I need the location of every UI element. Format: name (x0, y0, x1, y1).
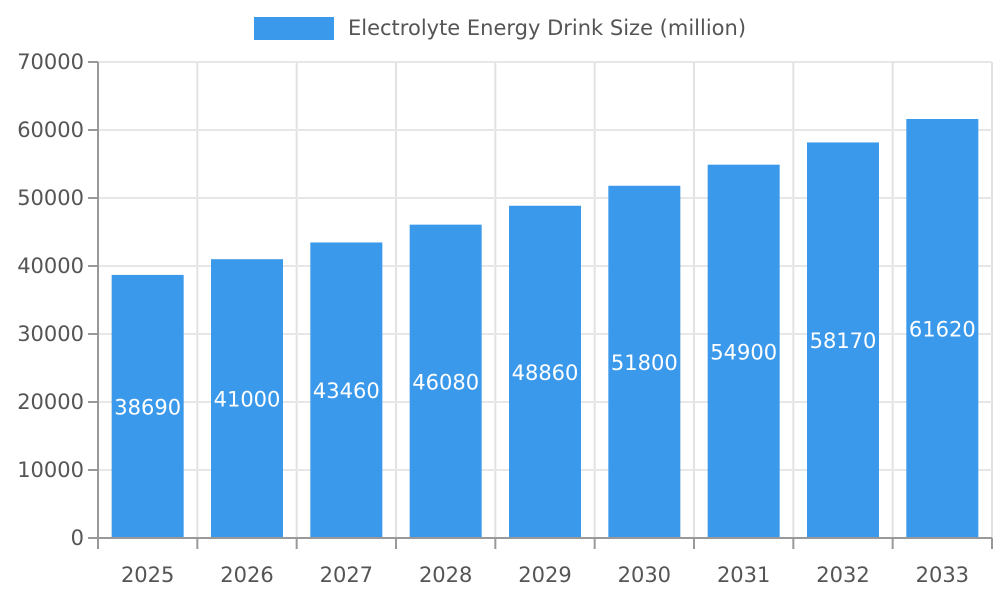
x-tick-label: 2029 (518, 563, 571, 587)
bar-series (111, 118, 979, 539)
bar-2033[interactable] (906, 118, 979, 538)
bar-2029[interactable] (509, 205, 581, 538)
axis-tick-marks (88, 61, 993, 549)
legend-swatch (253, 17, 334, 40)
bar-2030[interactable] (608, 185, 681, 538)
x-tick-label: 2031 (717, 563, 770, 587)
y-axis-tick-labels: 0 10000 20000 30000 40000 50000 60000 70000 (17, 50, 84, 550)
x-tick-label: 2033 (916, 563, 969, 587)
bar-2027[interactable] (310, 242, 383, 539)
y-tick-label: 40000 (17, 254, 84, 278)
bar-value-label: 41000 (214, 388, 281, 412)
bar-value-labels: 38690 41000 43460 46080 48860 51800 54900 58170… (114, 317, 975, 419)
y-tick-label: 50000 (17, 186, 84, 210)
x-axis-tick-labels: 2025 2026 2027 2028 2029 2030 2031 2032 2033 (121, 563, 969, 587)
bar-value-label: 46080 (412, 370, 479, 394)
bar-2031[interactable] (707, 164, 780, 538)
bar-value-label: 38690 (114, 395, 181, 419)
vertical-gridlines (196, 62, 993, 538)
x-tick-label: 2030 (618, 563, 671, 587)
bar-value-label: 43460 (313, 379, 380, 403)
x-tick-label: 2028 (419, 563, 472, 587)
x-tick-label: 2025 (121, 563, 174, 587)
bar-2026[interactable] (211, 259, 283, 538)
bar-2032[interactable] (807, 142, 879, 538)
y-tick-label: 20000 (17, 390, 84, 414)
legend-label: Electrolyte Energy Drink Size (million) (347, 16, 747, 40)
x-tick-label: 2026 (220, 563, 273, 587)
y-tick-label: 70000 (17, 50, 84, 74)
y-tick-label: 60000 (17, 118, 84, 142)
bar-value-label: 58170 (810, 329, 877, 353)
axis-lines (97, 62, 992, 539)
bar-value-label: 48860 (512, 361, 579, 385)
y-tick-label: 10000 (17, 458, 84, 482)
x-tick-label: 2032 (816, 563, 869, 587)
x-tick-label: 2027 (320, 563, 373, 587)
bar-value-label: 61620 (909, 317, 976, 341)
bar-2028[interactable] (409, 224, 482, 538)
y-tick-label: 0 (71, 526, 84, 550)
legend[interactable]: Electrolyte Energy Drink Size (million) (253, 16, 747, 40)
bar-2025[interactable] (111, 274, 184, 538)
y-tick-label: 30000 (17, 322, 84, 346)
bar-value-label: 51800 (611, 351, 678, 375)
bar-value-label: 54900 (710, 340, 777, 364)
